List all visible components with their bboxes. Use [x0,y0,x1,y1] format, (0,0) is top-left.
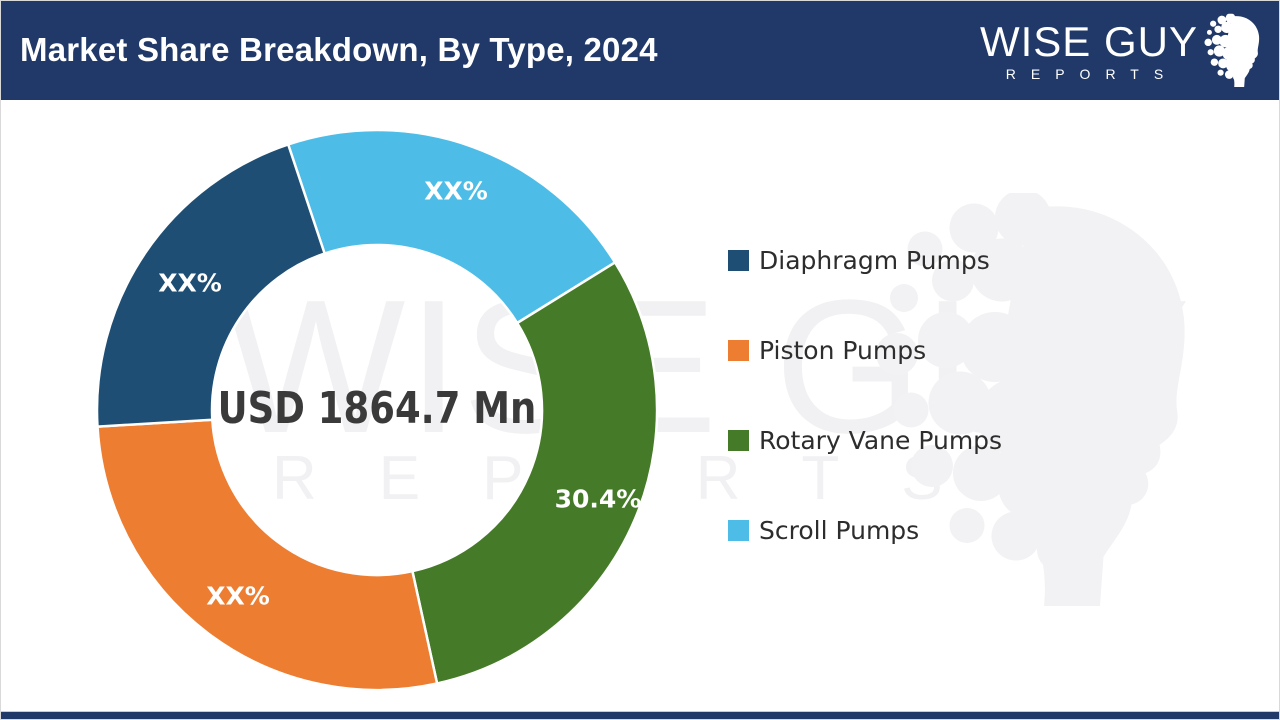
legend-swatch-rotary-vane-pumps [728,429,749,451]
logo-face-icon [1202,13,1264,89]
segment-rotary-vane-pumps [411,261,659,685]
logo-reports-text: REPORTS [1005,65,1179,82]
chart-legend: Diaphragm Pumps Piston Pumps Rotary Vane… [728,246,1002,606]
legend-label-rotary-vane-pumps: Rotary Vane Pumps [759,425,1003,455]
legend-item-piston-pumps: Piston Pumps [728,335,1002,365]
legend-swatch-piston-pumps [728,339,749,361]
legend-swatch-diaphragm-pumps [728,249,749,271]
segment-label-rotary-vane-pumps: 30.4% [555,485,642,514]
footer-bar [0,712,1280,720]
footer-divider [0,711,1280,712]
segment-scroll-pumps [286,128,617,325]
segment-piston-pumps [96,418,439,692]
legend-swatch-scroll-pumps [728,519,749,541]
legend-item-scroll-pumps: Scroll Pumps [728,515,1002,545]
segment-label-piston-pumps: XX% [206,582,270,611]
logo-text: WISE GUY REPORTS [979,17,1198,82]
chart-center-value: USD 1864.7 Mn [217,382,537,434]
legend-item-rotary-vane-pumps: Rotary Vane Pumps [728,425,1003,455]
legend-item-diaphragm-pumps: Diaphragm Pumps [728,245,1002,275]
header-bar: Market Share Breakdown, By Type, 2024 WI… [0,0,1280,100]
legend-label-piston-pumps: Piston Pumps [759,335,927,365]
wise-guy-logo: WISE GUY REPORTS [980,8,1264,94]
logo-wordmark: WISE GUY [979,17,1198,65]
legend-label-scroll-pumps: Scroll Pumps [759,515,920,545]
segment-label-diaphragm-pumps: XX% [158,269,222,298]
segment-label-scroll-pumps: XX% [424,177,488,206]
legend-label-diaphragm-pumps: Diaphragm Pumps [759,245,990,275]
page-title: Market Share Breakdown, By Type, 2024 [20,31,658,68]
segment-diaphragm-pumps [95,143,326,428]
